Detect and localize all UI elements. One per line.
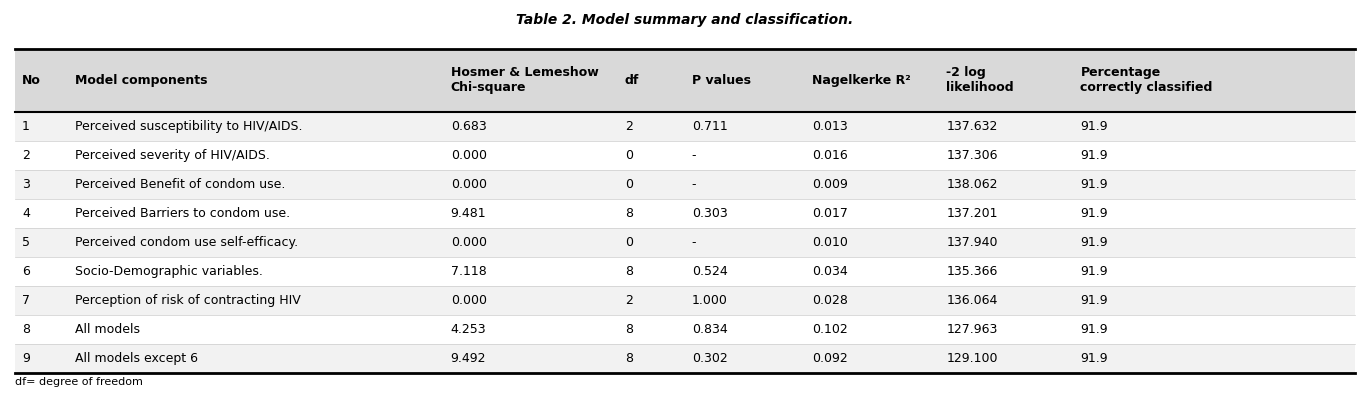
- Text: 91.9: 91.9: [1081, 178, 1108, 191]
- Text: Perceived susceptibility to HIV/AIDS.: Perceived susceptibility to HIV/AIDS.: [75, 120, 303, 133]
- Text: No: No: [22, 74, 41, 87]
- Text: Table 2. Model summary and classification.: Table 2. Model summary and classificatio…: [516, 13, 854, 27]
- Text: Perceived severity of HIV/AIDS.: Perceived severity of HIV/AIDS.: [75, 149, 270, 162]
- Text: 4: 4: [22, 207, 30, 220]
- Text: 9.492: 9.492: [451, 352, 486, 365]
- Text: 1: 1: [22, 120, 30, 133]
- Text: Socio-Demographic variables.: Socio-Demographic variables.: [75, 265, 263, 278]
- Text: 0.013: 0.013: [812, 120, 848, 133]
- Text: 91.9: 91.9: [1081, 352, 1108, 365]
- Text: 0.000: 0.000: [451, 294, 486, 307]
- Bar: [15, 286, 1355, 315]
- Text: 0.092: 0.092: [812, 352, 848, 365]
- Text: 2: 2: [22, 149, 30, 162]
- Bar: [15, 170, 1355, 199]
- Text: 0.102: 0.102: [812, 323, 848, 336]
- Text: Perceived Barriers to condom use.: Perceived Barriers to condom use.: [75, 207, 290, 220]
- Text: 0.000: 0.000: [451, 178, 486, 191]
- Text: -: -: [692, 236, 696, 249]
- Text: P values: P values: [692, 74, 751, 87]
- Text: 9.481: 9.481: [451, 207, 486, 220]
- Text: -: -: [692, 178, 696, 191]
- Text: Perceived condom use self-efficacy.: Perceived condom use self-efficacy.: [75, 236, 299, 249]
- Text: 1.000: 1.000: [692, 294, 727, 307]
- Text: 137.306: 137.306: [947, 149, 997, 162]
- Text: df: df: [625, 74, 640, 87]
- Bar: [15, 49, 1355, 112]
- Text: 91.9: 91.9: [1081, 149, 1108, 162]
- Text: Perceived Benefit of condom use.: Perceived Benefit of condom use.: [75, 178, 286, 191]
- Bar: [15, 257, 1355, 286]
- Text: 91.9: 91.9: [1081, 323, 1108, 336]
- Text: 4.253: 4.253: [451, 323, 486, 336]
- Text: 7: 7: [22, 294, 30, 307]
- Text: 91.9: 91.9: [1081, 207, 1108, 220]
- Text: 0.303: 0.303: [692, 207, 727, 220]
- Text: 0.034: 0.034: [812, 265, 848, 278]
- Text: 0: 0: [625, 178, 633, 191]
- Text: 0: 0: [625, 149, 633, 162]
- Text: 0.524: 0.524: [692, 265, 727, 278]
- Text: 91.9: 91.9: [1081, 236, 1108, 249]
- Text: 0.302: 0.302: [692, 352, 727, 365]
- Bar: [15, 112, 1355, 141]
- Text: 8: 8: [625, 352, 633, 365]
- Text: Hosmer & Lemeshow
Chi-square: Hosmer & Lemeshow Chi-square: [451, 66, 599, 94]
- Text: 137.201: 137.201: [947, 207, 997, 220]
- Text: 0.683: 0.683: [451, 120, 486, 133]
- Bar: [15, 315, 1355, 344]
- Text: 8: 8: [22, 323, 30, 336]
- Text: 129.100: 129.100: [947, 352, 997, 365]
- Text: df= degree of freedom: df= degree of freedom: [15, 377, 142, 387]
- Text: 0.010: 0.010: [812, 236, 848, 249]
- Text: 138.062: 138.062: [947, 178, 997, 191]
- Text: 2: 2: [625, 294, 633, 307]
- Text: 8: 8: [625, 207, 633, 220]
- Text: 9: 9: [22, 352, 30, 365]
- Text: 0.834: 0.834: [692, 323, 727, 336]
- Text: 8: 8: [625, 265, 633, 278]
- Bar: [15, 199, 1355, 228]
- Text: -2 log
likelihood: -2 log likelihood: [947, 66, 1014, 94]
- Bar: [15, 141, 1355, 170]
- Text: 0.028: 0.028: [812, 294, 848, 307]
- Text: 6: 6: [22, 265, 30, 278]
- Bar: [15, 228, 1355, 257]
- Text: All models: All models: [75, 323, 141, 336]
- Text: 91.9: 91.9: [1081, 294, 1108, 307]
- Text: Nagelkerke R²: Nagelkerke R²: [812, 74, 911, 87]
- Text: 0: 0: [625, 236, 633, 249]
- Text: 0.009: 0.009: [812, 178, 848, 191]
- Text: Model components: Model components: [75, 74, 208, 87]
- Text: 136.064: 136.064: [947, 294, 997, 307]
- Text: 3: 3: [22, 178, 30, 191]
- Text: 127.963: 127.963: [947, 323, 997, 336]
- Text: 91.9: 91.9: [1081, 265, 1108, 278]
- Text: 135.366: 135.366: [947, 265, 997, 278]
- Bar: [15, 344, 1355, 373]
- Text: 0.711: 0.711: [692, 120, 727, 133]
- Text: 2: 2: [625, 120, 633, 133]
- Text: 0.000: 0.000: [451, 149, 486, 162]
- Text: Perception of risk of contracting HIV: Perception of risk of contracting HIV: [75, 294, 301, 307]
- Text: 0.016: 0.016: [812, 149, 848, 162]
- Text: 0.000: 0.000: [451, 236, 486, 249]
- Text: 91.9: 91.9: [1081, 120, 1108, 133]
- Text: 5: 5: [22, 236, 30, 249]
- Text: 137.940: 137.940: [947, 236, 997, 249]
- Text: 0.017: 0.017: [812, 207, 848, 220]
- Text: 137.632: 137.632: [947, 120, 997, 133]
- Text: -: -: [692, 149, 696, 162]
- Text: 7.118: 7.118: [451, 265, 486, 278]
- Text: Percentage
correctly classified: Percentage correctly classified: [1081, 66, 1212, 94]
- Text: 8: 8: [625, 323, 633, 336]
- Text: All models except 6: All models except 6: [75, 352, 199, 365]
